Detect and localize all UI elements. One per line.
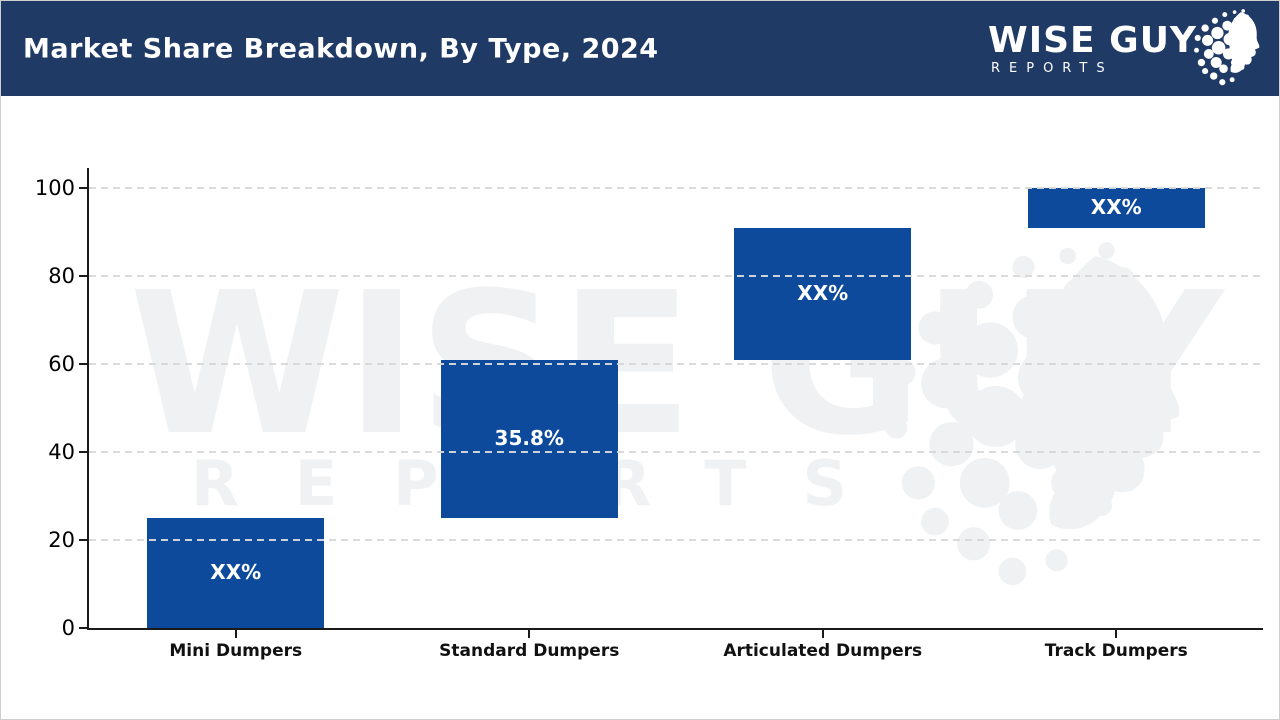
bar-mini-dumpers [147, 518, 325, 628]
y-tick-mark [79, 451, 87, 453]
y-tick-label: 0 [61, 616, 75, 640]
gridline-40 [89, 451, 1263, 453]
wise-guy-reports-logo: WISE GUY REPORTS [988, 7, 1269, 91]
header-bar: Market Share Breakdown, By Type, 2024 WI… [1, 1, 1279, 96]
gridline-100 [89, 187, 1263, 189]
bar-value-label: XX% [210, 560, 262, 584]
y-axis-line [87, 168, 89, 630]
y-tick-mark [79, 363, 87, 365]
x-tick-mark [1115, 630, 1118, 638]
page-title: Market Share Breakdown, By Type, 2024 [23, 33, 659, 64]
bar-track-dumpers [1027, 188, 1205, 229]
y-tick-label: 100 [34, 176, 75, 200]
bar-articulated-dumpers [734, 228, 912, 361]
logo-wordmark: WISE GUY [987, 20, 1197, 62]
watermark-dotted-head-icon [885, 242, 1180, 586]
x-category-label: Standard Dumpers [439, 641, 620, 661]
y-tick-label: 60 [48, 352, 75, 376]
x-category-label: Mini Dumpers [169, 641, 303, 661]
logo-subtitle: REPORTS [990, 60, 1114, 76]
y-tick-label: 80 [48, 264, 75, 288]
y-tick-mark [79, 275, 87, 277]
y-tick-mark [79, 187, 87, 189]
x-category-label: Track Dumpers [1044, 641, 1188, 661]
x-tick-mark [821, 630, 824, 638]
y-tick-mark [79, 627, 87, 629]
x-category-label: Articulated Dumpers [723, 641, 923, 661]
bar-value-label: XX% [797, 281, 849, 306]
bar-value-label: 35.8% [494, 426, 564, 451]
x-tick-mark [234, 630, 237, 638]
y-tick-label: 40 [48, 440, 75, 464]
y-tick-label: 20 [48, 528, 75, 552]
gridline-60 [89, 363, 1263, 365]
bar-standard-dumpers [440, 360, 618, 518]
gridline-20 [89, 539, 1263, 541]
x-tick-mark [528, 630, 531, 638]
gridline-80 [89, 275, 1263, 277]
logo-text: WISE GUY REPORTS [988, 22, 1197, 76]
y-tick-mark [79, 539, 87, 541]
bar-value-label: XX% [1090, 195, 1142, 220]
x-axis-line [87, 628, 1263, 630]
